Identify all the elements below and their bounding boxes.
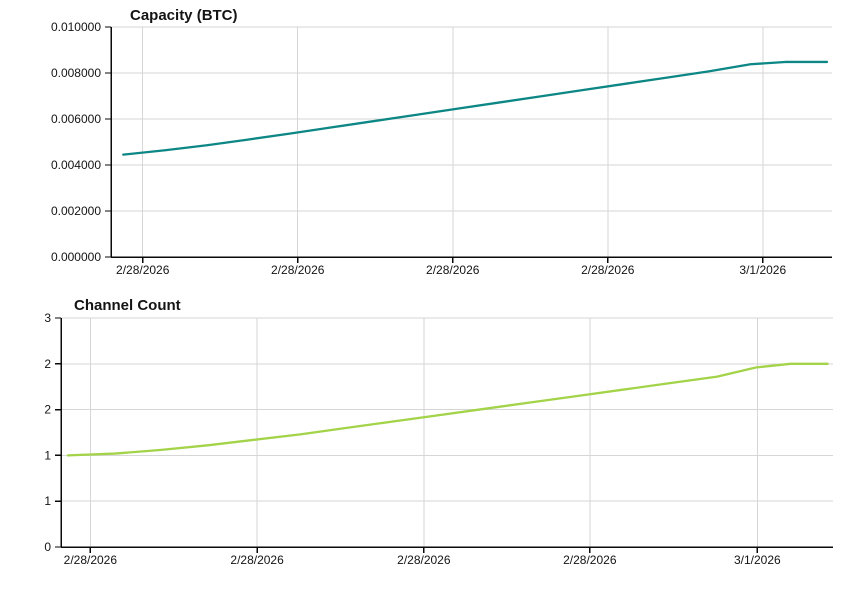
x-tick-label: 2/28/2026: [426, 263, 480, 277]
y-tick-label: 0.000000: [51, 250, 101, 264]
x-tick-label: 2/28/2026: [116, 263, 170, 277]
y-tick-label: 2: [44, 357, 51, 371]
x-tick-label: 2/28/2026: [397, 553, 451, 567]
channel-count-chart-canvas: 2/28/2026 2/28/2026 2/28/2026 2/28/2026 3/1/…: [44, 311, 833, 567]
x-tick-label: 3/1/2026: [734, 553, 781, 567]
y-tick-label: 1: [44, 448, 51, 462]
y-tick-label: 0.006000: [51, 112, 101, 126]
y-tick-label: 0.008000: [51, 66, 101, 80]
y-tick-label: 0.002000: [51, 204, 101, 218]
capacity-chart-panel: Capacity (BTC) 2/28/2026 2/28/2026 2/28/20…: [0, 0, 860, 290]
series-line: [66, 362, 829, 457]
channel-count-chart-title: Channel Count: [74, 297, 181, 314]
capacity-chart-title: Capacity (BTC): [130, 7, 238, 24]
y-tick-label: 0.004000: [51, 158, 101, 172]
channel-count-chart-panel: Channel Count 2/28/2026 2/28/2026 2/28/202…: [0, 290, 860, 600]
y-tick-label: 0: [44, 540, 51, 554]
x-tick-label: 2/28/2026: [230, 553, 284, 567]
x-tick-label: 2/28/2026: [581, 263, 635, 277]
series-line: [122, 60, 829, 156]
x-tick-label: 3/1/2026: [739, 263, 786, 277]
capacity-chart-canvas: 2/28/2026 2/28/2026 2/28/2026 2/28/2026 3/1/…: [51, 20, 832, 277]
x-tick-label: 2/28/2026: [563, 553, 617, 567]
y-tick-label: 3: [44, 311, 51, 325]
y-tick-label: 1: [44, 494, 51, 508]
x-tick-label: 2/28/2026: [64, 553, 118, 567]
x-tick-label: 2/28/2026: [271, 263, 325, 277]
y-tick-label: 2: [44, 403, 51, 417]
y-tick-label: 0.010000: [51, 20, 101, 34]
